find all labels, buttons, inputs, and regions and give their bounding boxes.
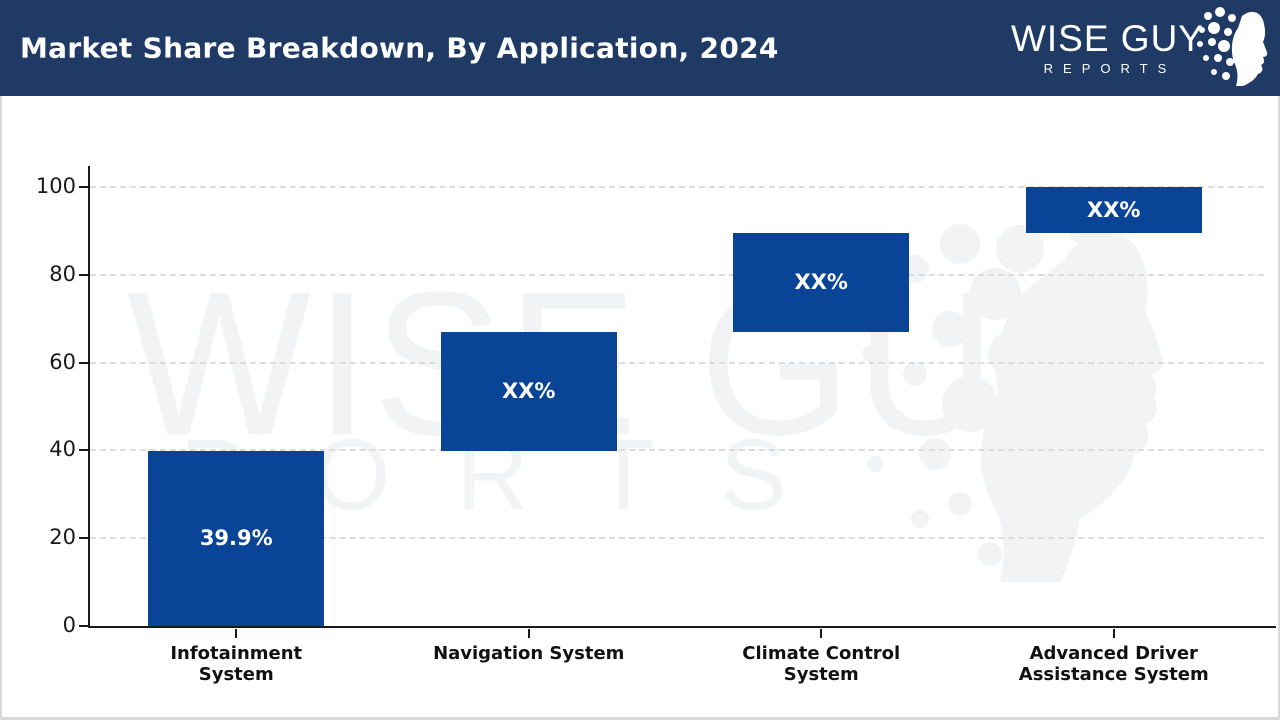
y-tick [79,449,90,452]
brand-logo-name: WISE GUY [1010,18,1204,59]
y-gridline [90,449,1264,452]
bar: XX% [440,331,617,451]
category-label: Advanced Driver Assistance System [968,643,1261,685]
y-tick-label: 20 [49,525,76,550]
y-tick-label: 0 [62,613,76,637]
brand-face-icon [1197,7,1268,86]
bar-value-label: XX% [1087,198,1141,223]
chart-title: Market Share Breakdown, By Application, … [20,31,779,65]
x-tick [820,629,823,638]
category-label-line: Assistance System [1018,664,1209,685]
chart-canvas: WISE GU PORTS 0 20 40 60 80 100 39.9% Infotainm… [0,96,1280,720]
y-tick-label: 40 [49,437,76,462]
category-label-line: Climate Control [742,643,901,664]
brand-logo: WISE GUY REPORTS [1011,4,1270,92]
category-label-line: Navigation System [433,643,625,664]
y-tick-label: 60 [49,349,76,374]
bar-value-label: XX% [794,270,848,295]
category-label-line: Advanced Driver [1029,643,1198,664]
y-tick-label: 100 [35,174,76,198]
x-axis-line [88,626,1276,628]
x-tick [235,629,238,638]
y-gridline [90,186,1264,188]
y-tick [79,537,90,540]
plot-area: 0 20 40 60 80 100 39.9% Infotainment System XX% Na… [2,96,1278,717]
category-label: Climate Control System [675,643,968,685]
brand-logo-subtitle: REPORTS [1043,61,1177,76]
category-label: Navigation System [383,643,676,664]
y-gridline [90,273,1264,276]
category-label-line: Infotainment [170,643,303,664]
header-banner: Market Share Breakdown, By Application, … [0,0,1280,96]
bar: XX% [733,233,910,332]
y-tick [79,625,90,627]
bar-value-label: 39.9% [199,526,273,551]
y-tick [79,186,90,188]
category-label-line: System [783,664,859,685]
brand-logo-text: WISE GUY REPORTS [1010,18,1204,77]
y-tick [79,361,90,364]
y-axis-line [88,166,90,628]
y-tick [79,273,90,276]
y-gridline [90,361,1264,364]
x-tick [1112,629,1115,638]
bar: XX% [1025,187,1202,234]
y-gridline [90,537,1264,540]
bar-value-label: XX% [502,379,556,404]
category-label: Infotainment System [90,643,383,685]
y-tick-label: 80 [49,261,76,286]
x-tick [527,629,530,638]
bar: 39.9% [148,450,325,626]
category-label-line: System [198,664,274,685]
